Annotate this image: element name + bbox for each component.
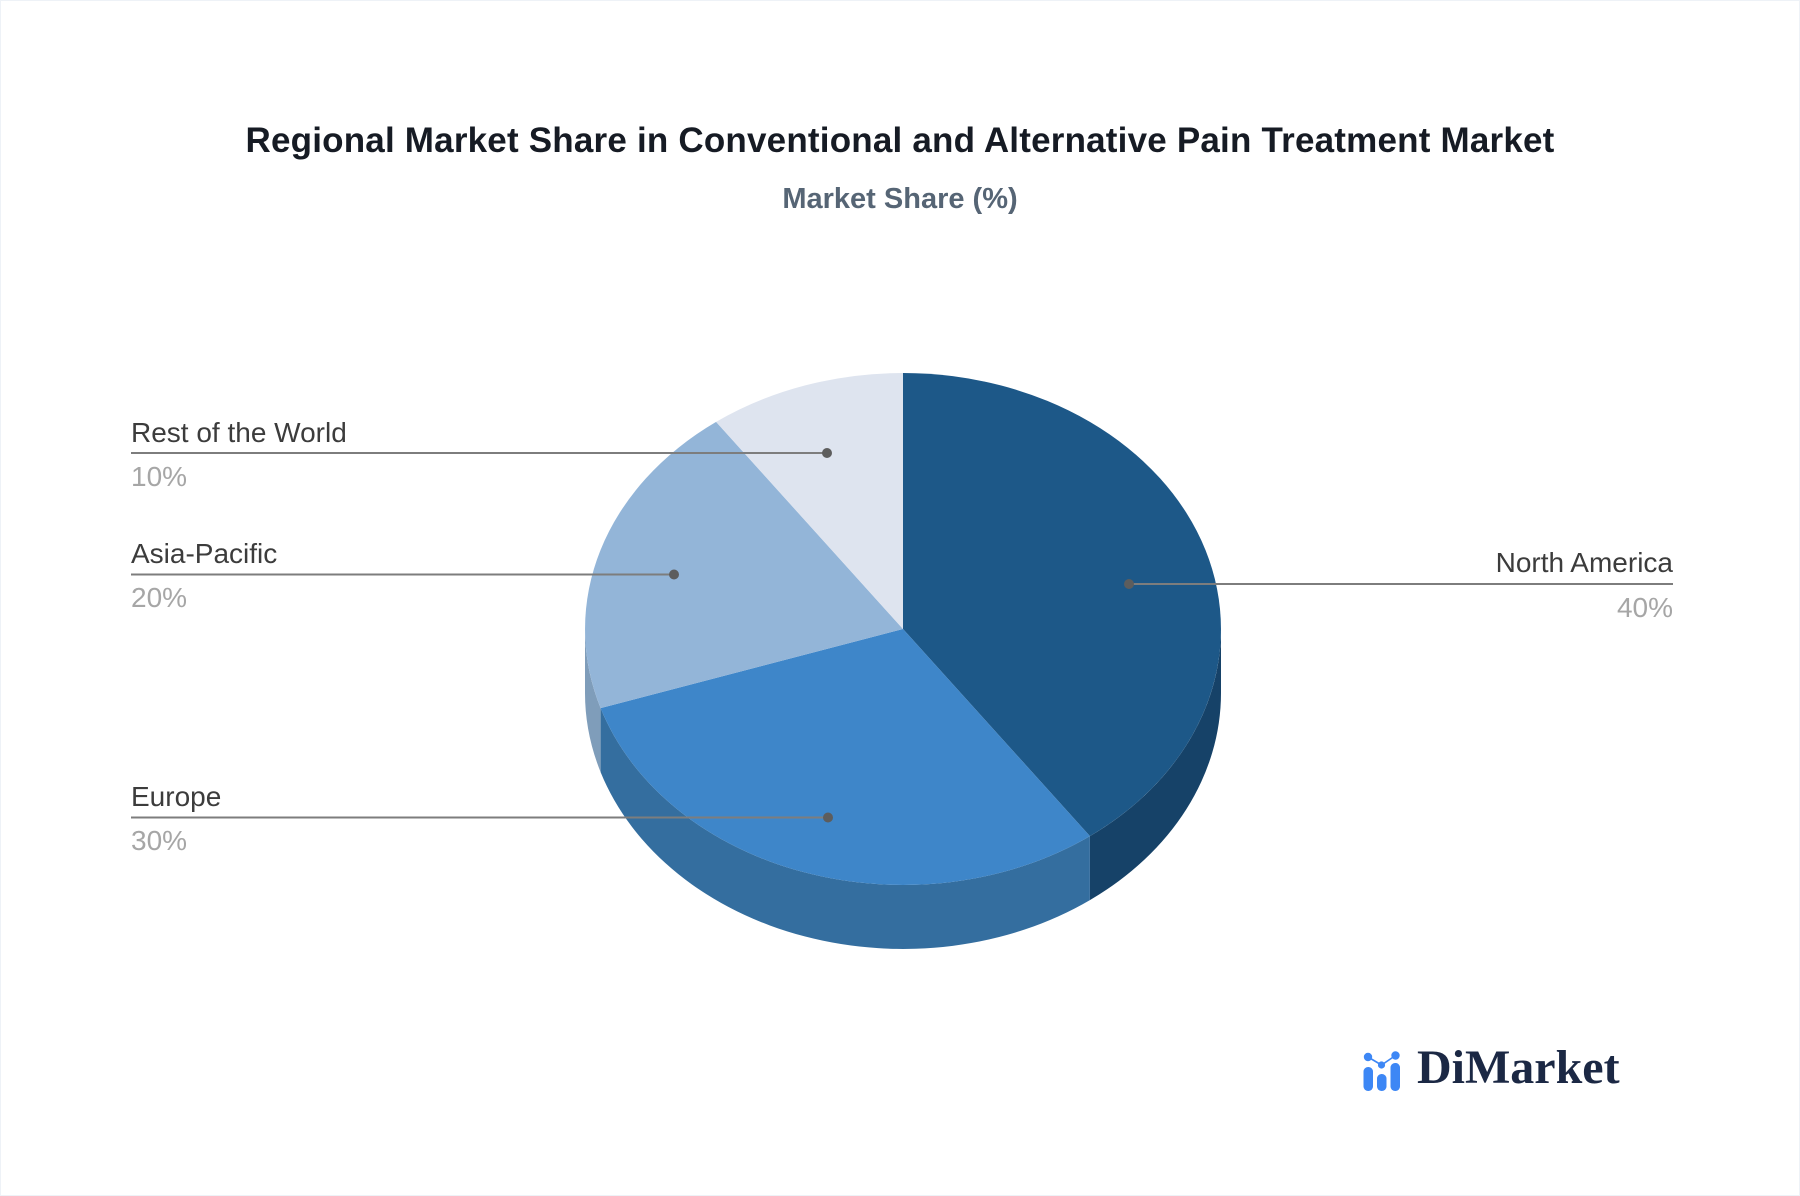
callout-dot-rest-of-the-world: [822, 448, 832, 458]
slice-label-north-america: North America: [1495, 547, 1673, 578]
bar-chart-icon-part: [1363, 1067, 1373, 1091]
bar-chart-icon: [1363, 1051, 1400, 1091]
slice-value-asia-pacific: 20%: [131, 582, 188, 613]
bar-chart-icon-part: [1390, 1063, 1400, 1091]
pie-slice-rest-of-the-world: [716, 373, 903, 629]
pie-slice-side-asia-pacific: [585, 629, 601, 773]
callout-dot-europe: [823, 812, 833, 823]
bar-chart-icon-part: [1377, 1074, 1387, 1091]
slice-label-rest-of-world: Rest of the World: [131, 417, 347, 448]
callout-dot-north-america: [1124, 579, 1134, 589]
pie-slice-side-north-america: [1089, 629, 1221, 901]
pie-slice-side-europe: [600, 708, 1090, 949]
pie-slice-asia-pacific: [585, 421, 903, 709]
slice-value-europe: 30%: [131, 825, 188, 856]
callout-dot-asia-pacific: [669, 569, 679, 580]
slice-value-north-america: 40%: [1616, 592, 1673, 623]
bar-chart-icon-part: [1363, 1052, 1373, 1062]
pie-slice-north-america: [903, 373, 1221, 837]
page-subtitle: Market Share (%): [782, 183, 1018, 215]
page-title: Regional Market Share in Conventional an…: [245, 121, 1555, 160]
slice-value-rest-of-world: 10%: [131, 461, 188, 492]
slice-label-asia-pacific: Asia-Pacific: [131, 538, 278, 569]
bar-chart-icon-part: [1391, 1051, 1400, 1060]
pie-slice-europe: [600, 629, 1090, 885]
dimarket-logo: DiMarket: [1363, 1039, 1620, 1095]
bar-chart-icon-part: [1377, 1061, 1386, 1069]
slice-label-europe: Europe: [131, 781, 222, 812]
logo-wordmark: DiMarket: [1417, 1040, 1620, 1094]
